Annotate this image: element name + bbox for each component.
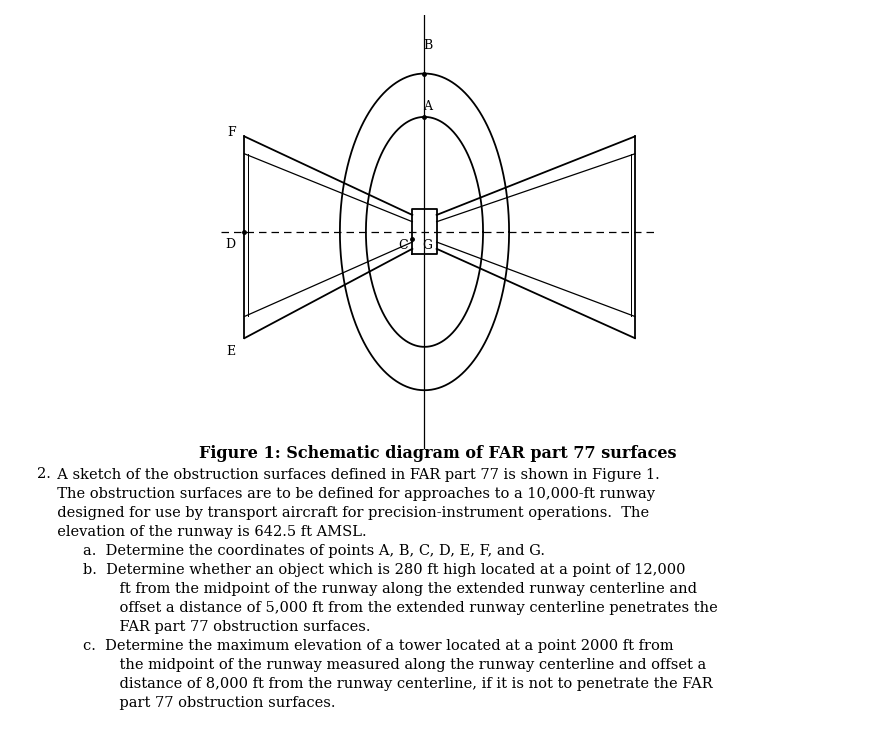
Text: part 77 obstruction surfaces.: part 77 obstruction surfaces. <box>101 696 335 711</box>
Text: E: E <box>227 345 235 358</box>
Text: offset a distance of 5,000 ft from the extended runway centerline penetrates the: offset a distance of 5,000 ft from the e… <box>101 601 718 615</box>
Text: designed for use by transport aircraft for precision-instrument operations.  The: designed for use by transport aircraft f… <box>48 506 649 520</box>
Text: elevation of the runway is 642.5 ft AMSL.: elevation of the runway is 642.5 ft AMSL… <box>48 525 367 539</box>
Text: B: B <box>424 39 432 52</box>
Text: The obstruction surfaces are to be defined for approaches to a 10,000-ft runway: The obstruction surfaces are to be defin… <box>48 487 655 500</box>
Text: b.  Determine whether an object which is 280 ft high located at a point of 12,00: b. Determine whether an object which is … <box>83 563 686 577</box>
Text: a.  Determine the coordinates of points A, B, C, D, E, F, and G.: a. Determine the coordinates of points A… <box>83 544 545 558</box>
Text: the midpoint of the runway measured along the runway centerline and offset a: the midpoint of the runway measured alon… <box>101 658 706 672</box>
Text: 2.: 2. <box>37 468 51 482</box>
Text: F: F <box>228 126 235 138</box>
Text: distance of 8,000 ft from the runway centerline, if it is not to penetrate the F: distance of 8,000 ft from the runway cen… <box>101 678 712 691</box>
Text: A sketch of the obstruction surfaces defined in FAR part 77 is shown in Figure 1: A sketch of the obstruction surfaces def… <box>48 468 660 482</box>
Text: Figure 1: Schematic diagram of FAR part 77 surfaces: Figure 1: Schematic diagram of FAR part … <box>199 445 676 462</box>
Text: G: G <box>422 239 432 252</box>
Text: D: D <box>226 239 235 251</box>
Text: FAR part 77 obstruction surfaces.: FAR part 77 obstruction surfaces. <box>101 620 370 634</box>
Text: ft from the midpoint of the runway along the extended runway centerline and: ft from the midpoint of the runway along… <box>101 582 696 596</box>
Text: C: C <box>398 239 408 252</box>
Text: c.  Determine the maximum elevation of a tower located at a point 2000 ft from: c. Determine the maximum elevation of a … <box>83 639 674 653</box>
Text: A: A <box>423 99 431 113</box>
